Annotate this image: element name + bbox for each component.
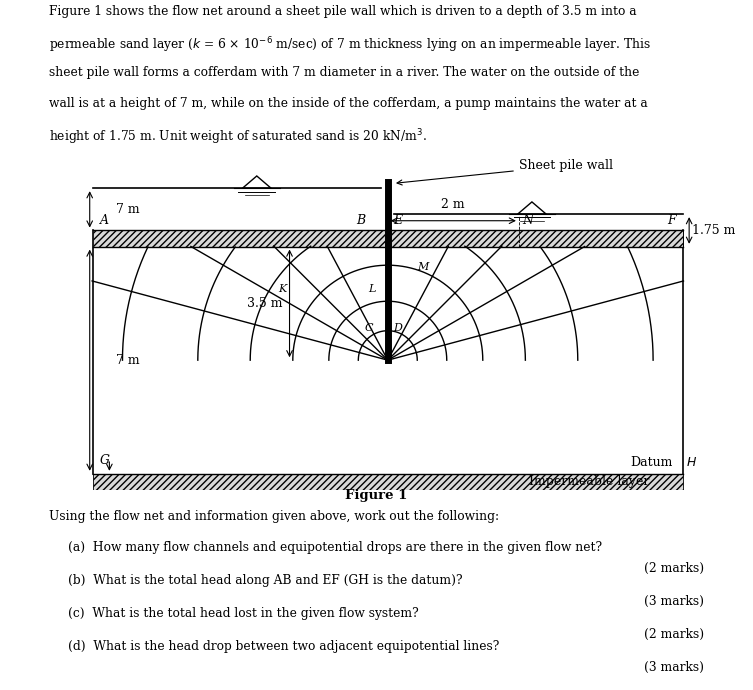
- Text: E: E: [393, 214, 402, 227]
- Text: Sheet pile wall: Sheet pile wall: [397, 159, 613, 185]
- Text: B: B: [355, 214, 365, 227]
- Bar: [388, 230, 683, 247]
- Text: 1.75 m: 1.75 m: [693, 224, 736, 237]
- Bar: [93, 230, 388, 247]
- Text: A: A: [99, 214, 108, 227]
- Bar: [93, 230, 388, 247]
- Text: C: C: [365, 323, 373, 333]
- Text: wall is at a height of 7 m, while on the inside of the cofferdam, a pump maintai: wall is at a height of 7 m, while on the…: [49, 97, 648, 110]
- Bar: [388, 230, 683, 247]
- Text: sheet pile wall forms a cofferdam with 7 m diameter in a river. The water on the: sheet pile wall forms a cofferdam with 7…: [49, 66, 639, 79]
- Text: (a)  How many flow channels and equipotential drops are there in the given flow : (a) How many flow channels and equipoten…: [68, 541, 602, 554]
- Text: F: F: [667, 214, 676, 227]
- Bar: [93, 473, 682, 490]
- Text: D: D: [393, 323, 402, 333]
- Text: Figure 1: Figure 1: [346, 489, 407, 502]
- Text: (2 marks): (2 marks): [644, 562, 704, 575]
- Text: 2 m: 2 m: [441, 198, 465, 211]
- Text: $H$: $H$: [686, 456, 697, 469]
- Text: (d)  What is the head drop between two adjacent equipotential lines?: (d) What is the head drop between two ad…: [68, 640, 499, 653]
- Text: height of 1.75 m. Unit weight of saturated sand is 20 kN/m$^3$.: height of 1.75 m. Unit weight of saturat…: [49, 128, 427, 147]
- Text: L: L: [369, 284, 376, 294]
- Text: 7 m: 7 m: [116, 203, 139, 216]
- Text: Impermeable layer: Impermeable layer: [529, 475, 650, 489]
- Text: Figure 1 shows the flow net around a sheet pile wall which is driven to a depth : Figure 1 shows the flow net around a she…: [49, 5, 636, 18]
- Text: (b)  What is the total head along AB and EF (GH is the datum)?: (b) What is the total head along AB and …: [68, 574, 462, 587]
- Text: Datum: Datum: [630, 456, 672, 469]
- Text: permeable sand layer ($k$ = 6 × 10$^{-6}$ m/sec) of 7 m thickness lying on an im: permeable sand layer ($k$ = 6 × 10$^{-6}…: [49, 36, 651, 55]
- Text: 3.5 m: 3.5 m: [248, 297, 283, 310]
- Text: 7 m: 7 m: [116, 354, 139, 366]
- Text: M: M: [417, 262, 428, 272]
- Text: (2 marks): (2 marks): [644, 628, 704, 641]
- Text: G: G: [99, 454, 109, 467]
- Text: K: K: [278, 284, 286, 294]
- Bar: [93, 473, 682, 490]
- Text: (c)  What is the total head lost in the given flow system?: (c) What is the total head lost in the g…: [68, 607, 419, 620]
- Text: N: N: [522, 214, 533, 227]
- Text: (3 marks): (3 marks): [644, 661, 704, 674]
- Text: (3 marks): (3 marks): [644, 595, 704, 608]
- Text: Using the flow net and information given above, work out the following:: Using the flow net and information given…: [49, 510, 499, 523]
